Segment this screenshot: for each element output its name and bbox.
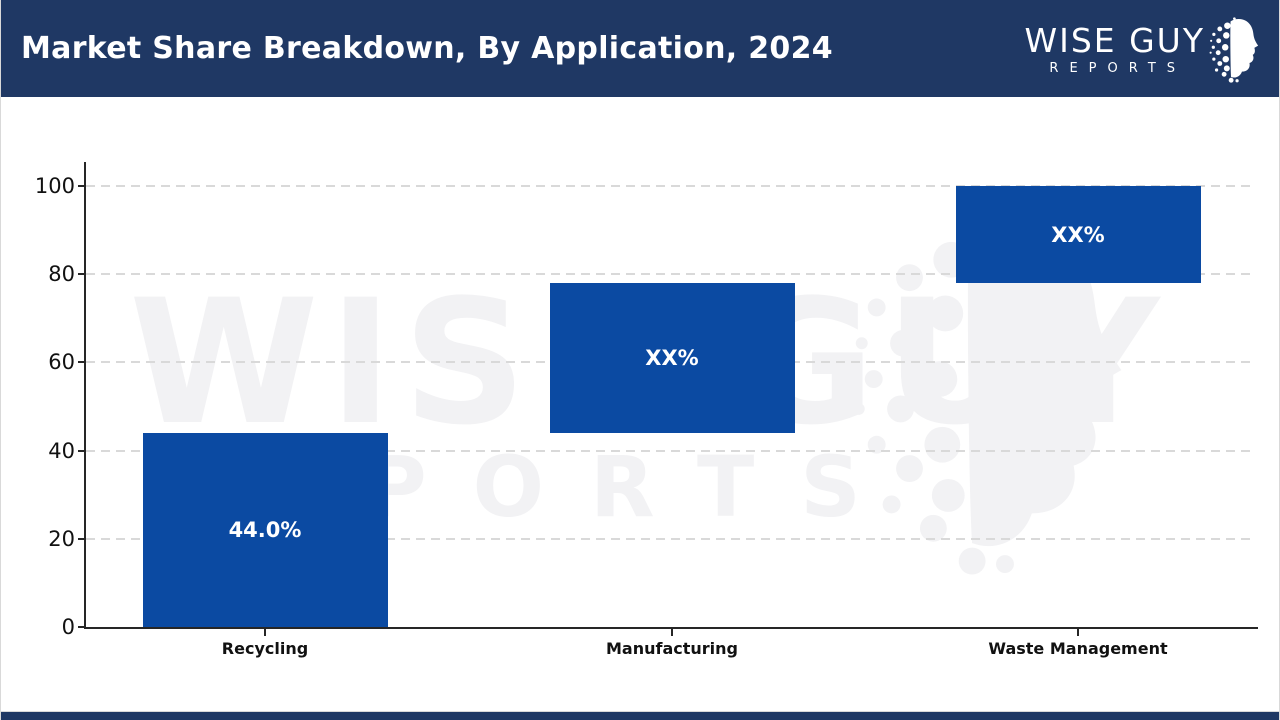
x-tick-0 [264, 629, 266, 636]
y-tick-label-60: 60 [48, 350, 75, 375]
gridline-40 [86, 449, 1256, 452]
wiseguy-face-icon [1209, 11, 1263, 89]
category-label-1: Manufacturing [606, 639, 738, 658]
y-tick-label-0: 0 [61, 615, 75, 639]
y-tick-80 [78, 273, 86, 276]
y-tick-label-80: 80 [48, 262, 75, 287]
x-tick-2 [1077, 629, 1079, 636]
bar-value-label: 44.0% [228, 517, 302, 542]
bar-value-label: XX% [645, 345, 699, 370]
y-tick-label-20: 20 [48, 526, 75, 551]
footer-bar [1, 712, 1279, 720]
y-tick-label-100: 100 [34, 174, 75, 198]
bar-recycling: 44.0% [142, 432, 388, 627]
y-tick-40 [78, 449, 86, 452]
y-tick-20 [78, 537, 86, 540]
gridline-80 [86, 273, 1256, 276]
y-tick-60 [78, 361, 86, 364]
category-label-2: Waste Management [988, 639, 1168, 658]
y-tick-label-40: 40 [48, 438, 75, 463]
x-axis-line [84, 627, 1258, 629]
category-label-0: Recycling [221, 639, 309, 658]
y-tick-0 [78, 626, 86, 628]
y-axis-line [84, 162, 86, 629]
header-bar: Market Share Breakdown, By Application, … [1, 0, 1279, 97]
wiseguy-logo: WISE GUY REPORTS [1024, 8, 1263, 92]
gridline-100 [86, 185, 1256, 187]
gridline-20 [86, 537, 1256, 540]
logo-subtext: REPORTS [1049, 60, 1187, 76]
y-tick-100 [78, 185, 86, 187]
bar-manufacturing: XX% [549, 283, 795, 433]
bar-value-label: XX% [1051, 222, 1105, 247]
page-title: Market Share Breakdown, By Application, … [21, 31, 833, 66]
wiseguy-logo-text: WISE GUY REPORTS [1024, 24, 1205, 76]
logo-wordmark: WISE GUY [1024, 21, 1205, 61]
chart-border-bottom [1, 711, 1279, 712]
bar-waste-management: XX% [955, 186, 1201, 284]
x-tick-1 [671, 629, 673, 636]
